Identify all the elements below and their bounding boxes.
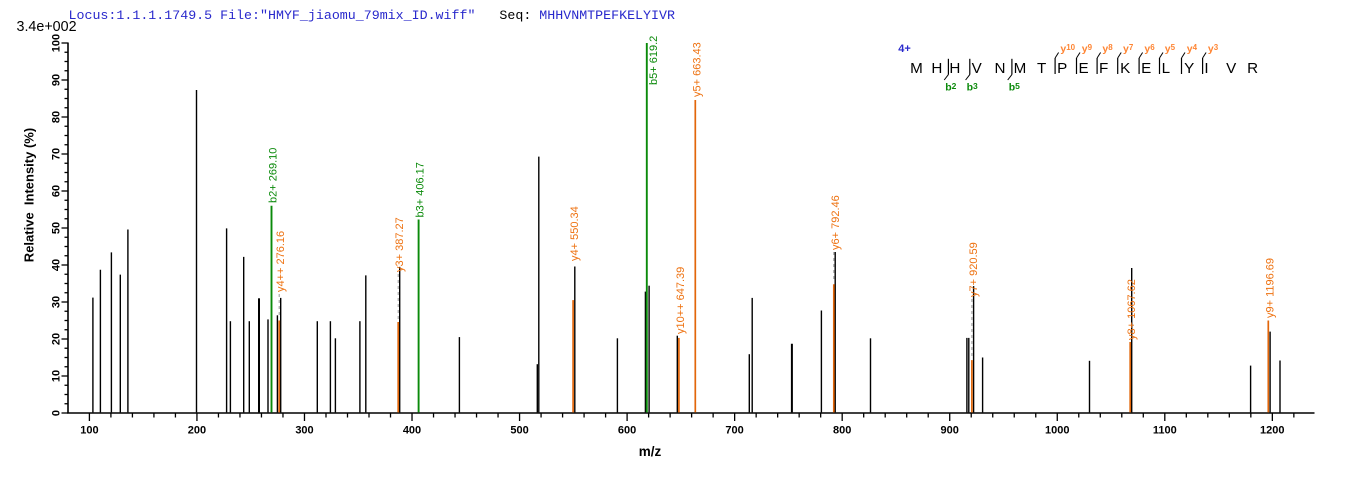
svg-text:E: E — [1079, 60, 1089, 77]
svg-text:y5: y5 — [1165, 43, 1176, 55]
svg-text:600: 600 — [618, 425, 636, 437]
svg-text:y10++ 647.39: y10++ 647.39 — [675, 267, 687, 334]
svg-text:b2+ 269.10: b2+ 269.10 — [268, 148, 280, 203]
svg-text:4+: 4+ — [898, 43, 911, 55]
svg-text:20: 20 — [51, 333, 63, 345]
svg-text:60: 60 — [51, 185, 63, 197]
svg-text:y3: y3 — [1208, 43, 1219, 55]
svg-text:80: 80 — [51, 111, 63, 123]
svg-text:b3+ 406.17: b3+ 406.17 — [415, 162, 427, 217]
svg-text:y8: y8 — [1102, 43, 1113, 55]
svg-text:y5+ 663.43: y5+ 663.43 — [691, 42, 703, 97]
svg-text:H: H — [949, 60, 960, 77]
svg-text:Relative Intensity (%): Relative Intensity (%) — [22, 128, 37, 262]
svg-text:K: K — [1120, 60, 1130, 77]
svg-text:b5: b5 — [1009, 81, 1020, 93]
svg-text:0: 0 — [51, 410, 63, 416]
svg-text:y4++ 276.16: y4++ 276.16 — [275, 231, 287, 292]
svg-text:F: F — [1099, 60, 1108, 77]
svg-text:y9+ 1196.69: y9+ 1196.69 — [1264, 258, 1276, 318]
svg-text:I: I — [1204, 60, 1208, 77]
svg-text:400: 400 — [403, 425, 421, 437]
svg-text:100: 100 — [80, 425, 98, 437]
svg-text:200: 200 — [188, 425, 206, 437]
svg-text:y7+ 920.59: y7+ 920.59 — [968, 242, 980, 297]
svg-text:y9: y9 — [1082, 43, 1093, 55]
svg-text:N: N — [995, 60, 1006, 77]
svg-text:L: L — [1162, 60, 1170, 77]
svg-text:700: 700 — [725, 425, 743, 437]
svg-text:m/z: m/z — [639, 444, 662, 459]
svg-text:90: 90 — [51, 74, 63, 86]
svg-text:R: R — [1247, 60, 1258, 77]
svg-text:V: V — [1226, 60, 1237, 77]
svg-text:V: V — [972, 60, 983, 77]
svg-text:Y: Y — [1184, 60, 1194, 77]
svg-text:10: 10 — [51, 370, 63, 382]
svg-text:y7: y7 — [1123, 43, 1134, 55]
svg-text:1000: 1000 — [1045, 425, 1069, 437]
svg-text:Locus:1.1.1.1749.5 File:"HMYF_: Locus:1.1.1.1749.5 File:"HMYF_jiaomu_79m… — [69, 8, 675, 23]
svg-text:b2: b2 — [945, 81, 956, 93]
svg-text:y3+ 387.27: y3+ 387.27 — [394, 217, 406, 272]
svg-text:100: 100 — [51, 34, 63, 52]
svg-text:70: 70 — [51, 148, 63, 160]
svg-text:E: E — [1141, 60, 1151, 77]
svg-text:M: M — [1014, 60, 1027, 77]
svg-text:1200: 1200 — [1260, 425, 1284, 437]
svg-text:y6+ 792.46: y6+ 792.46 — [830, 195, 842, 250]
svg-text:y4+ 550.34: y4+ 550.34 — [569, 206, 581, 261]
svg-text:800: 800 — [833, 425, 851, 437]
svg-text:300: 300 — [295, 425, 313, 437]
svg-text:b5+ 619.2: b5+ 619.2 — [648, 36, 660, 85]
svg-text:T: T — [1037, 60, 1046, 77]
svg-text:3.4e+002: 3.4e+002 — [17, 19, 77, 35]
svg-text:40: 40 — [51, 259, 63, 271]
svg-text:30: 30 — [51, 296, 63, 308]
svg-text:50: 50 — [51, 222, 63, 234]
svg-text:500: 500 — [510, 425, 528, 437]
svg-text:y8+ 1067.62: y8+ 1067.62 — [1126, 279, 1138, 340]
svg-text:H: H — [931, 60, 942, 77]
svg-text:M: M — [910, 60, 923, 77]
svg-text:y4: y4 — [1187, 43, 1198, 55]
svg-text:900: 900 — [941, 425, 959, 437]
svg-text:1100: 1100 — [1153, 425, 1177, 437]
svg-text:y6: y6 — [1144, 43, 1155, 55]
svg-text:P: P — [1057, 60, 1067, 77]
svg-text:b3: b3 — [967, 81, 978, 93]
